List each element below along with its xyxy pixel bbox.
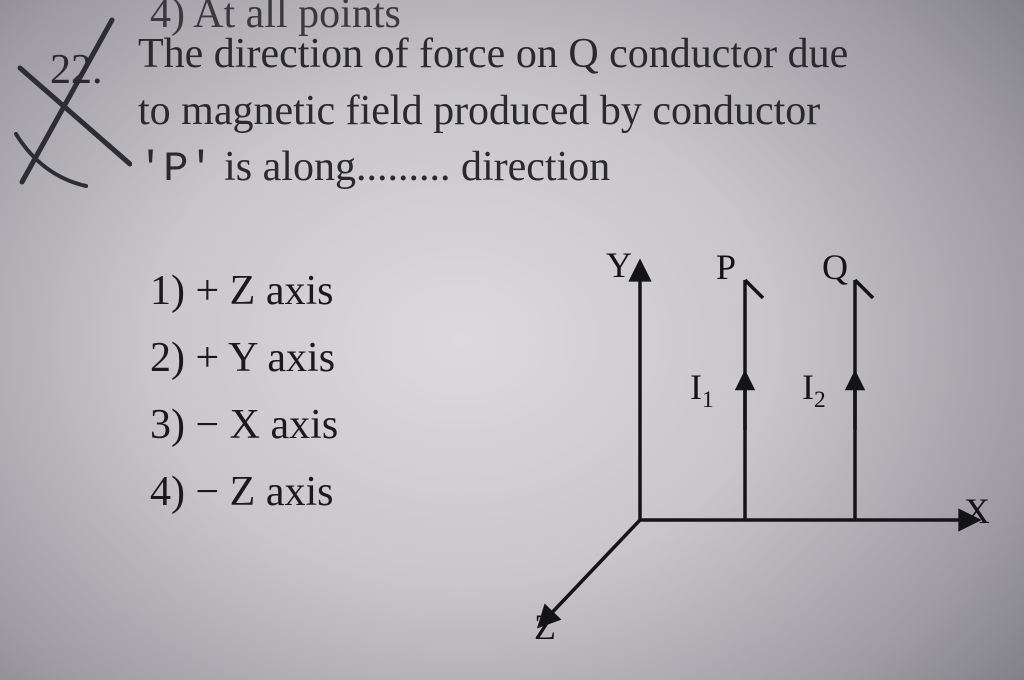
z-axis	[545, 520, 640, 620]
wire-q-label: Q	[822, 246, 848, 288]
question-number-area: 22.	[6, 20, 136, 180]
option-1: 1) + Z axis	[150, 260, 338, 323]
question-line-2: to magnetic field produced by conductor	[138, 83, 1004, 140]
option-2: 2) + Y axis	[150, 327, 338, 390]
wire-p-label: P	[716, 246, 736, 288]
question-number: 22.	[50, 46, 103, 94]
y-axis-label: Y	[606, 244, 632, 286]
question-text: The direction of force on Q conductor du…	[138, 26, 1004, 198]
i2-prefix: I	[802, 367, 814, 407]
i2-sub: 2	[814, 387, 826, 413]
question-line-1: The direction of force on Q conductor du…	[138, 26, 1004, 83]
wire-p-top-tick	[745, 280, 763, 298]
quoted-p: 'P'	[138, 145, 214, 193]
option-3: 3) − X axis	[150, 394, 338, 457]
diagram-svg	[520, 250, 1000, 650]
cross-out-mark	[12, 14, 132, 194]
option-4: 4) − Z axis	[150, 461, 338, 524]
options-list: 1) + Z axis 2) + Y axis 3) − X axis 4) −…	[150, 260, 338, 528]
wire-q-top-tick	[855, 280, 873, 298]
question-line-3: 'P' is along......... direction	[138, 139, 1004, 198]
x-axis-label: X	[964, 490, 990, 532]
i1-prefix: I	[690, 367, 702, 407]
i1-sub: 1	[702, 387, 714, 413]
current-i1-label: I1	[690, 366, 714, 414]
coordinate-diagram: X Y Z P Q I1 I2	[520, 250, 1000, 650]
question-line-3-rest: is along......... direction	[214, 144, 611, 190]
current-i2-label: I2	[802, 366, 826, 414]
z-axis-label: Z	[534, 606, 556, 648]
